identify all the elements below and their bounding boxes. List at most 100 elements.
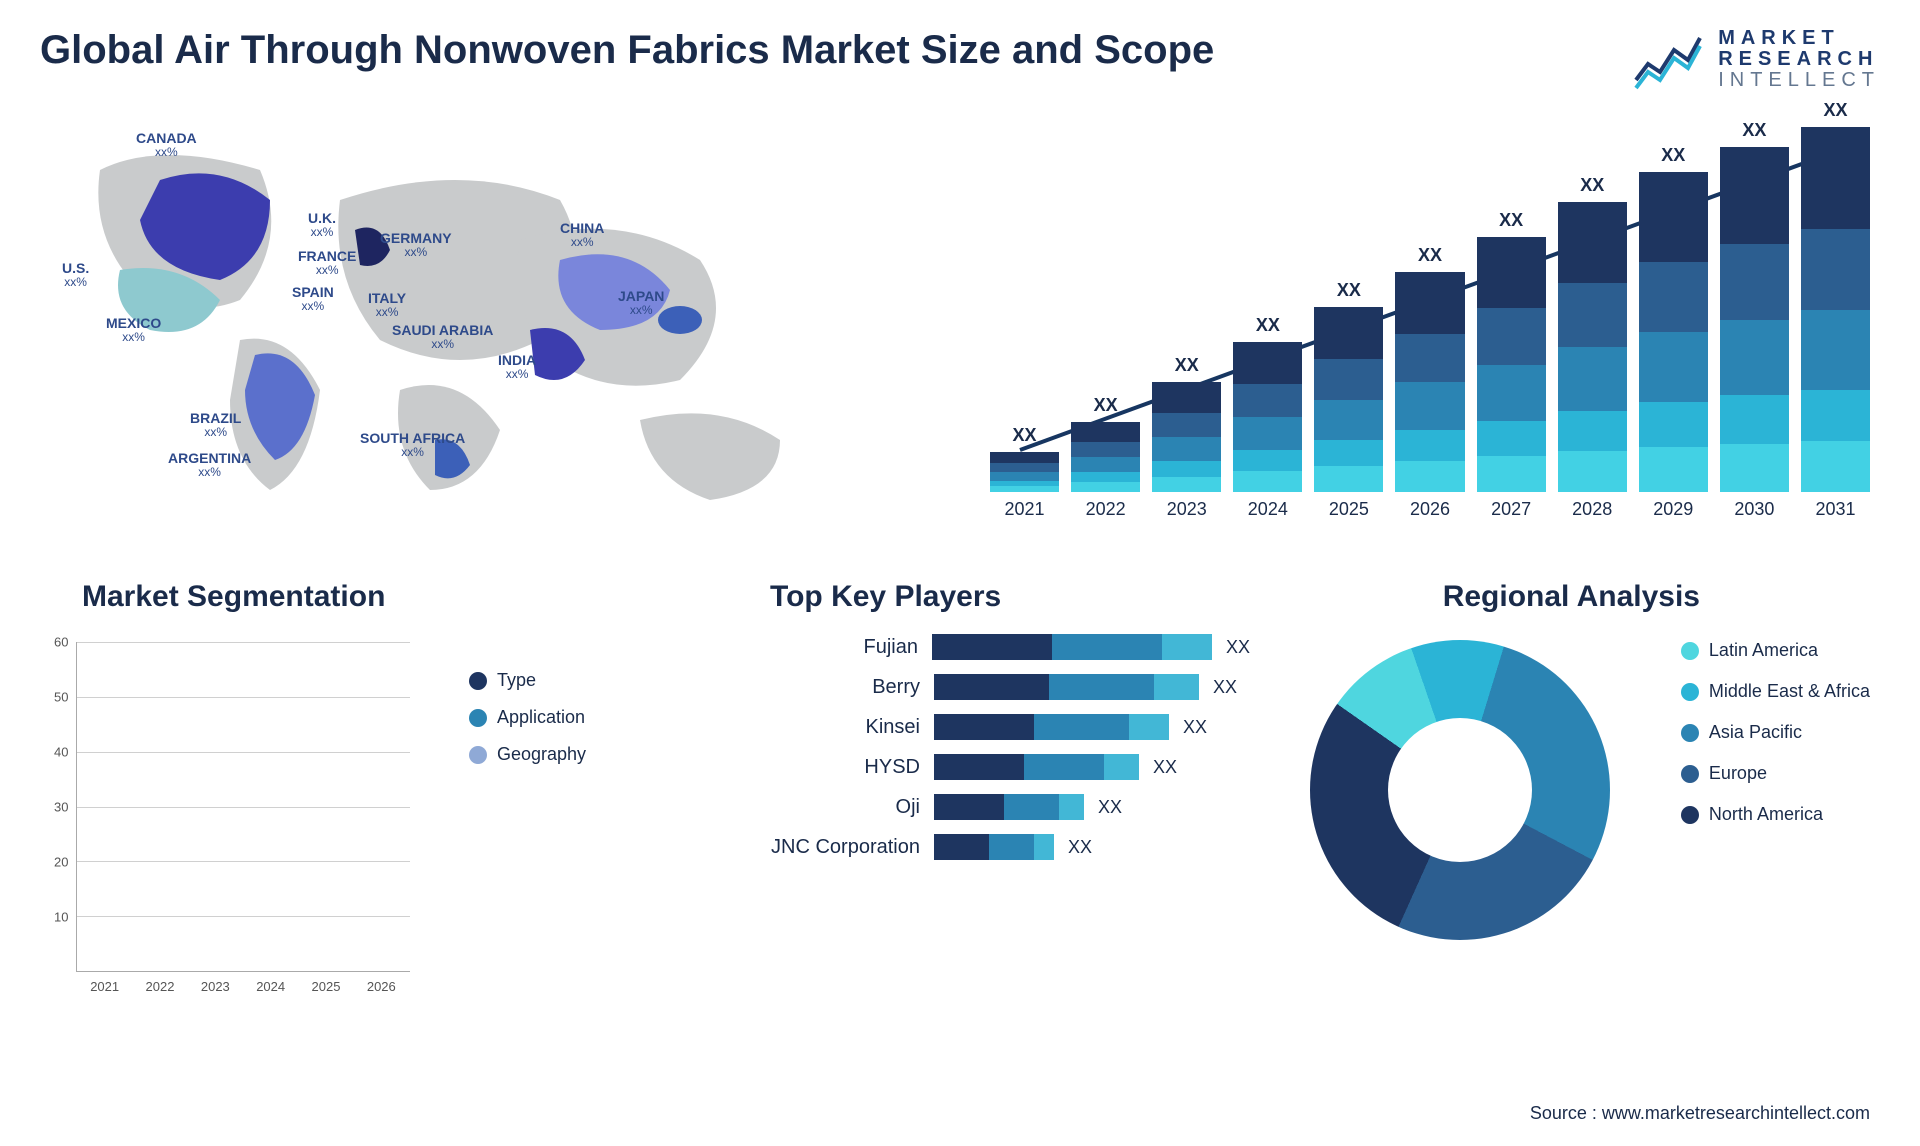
bar-value-label: XX [1661, 145, 1685, 166]
x-axis-label: 2024 [1233, 499, 1302, 520]
map-label: U.S.xx% [62, 260, 89, 290]
key-player-bar [934, 714, 1169, 740]
x-axis-label: 2022 [1071, 499, 1140, 520]
key-player-row: JNC Corporation XX [770, 834, 1250, 860]
legend-item: North America [1681, 804, 1870, 825]
map-label: JAPANxx% [618, 288, 664, 318]
y-tick: 50 [54, 690, 68, 705]
bar-value-label: XX [1013, 425, 1037, 446]
market-size-chart: XXXXXXXXXXXXXXXXXXXXXX 20212022202320242… [990, 140, 1870, 520]
map-label: BRAZILxx% [190, 410, 241, 440]
bar-col: XX [1395, 272, 1464, 492]
regional-legend: Latin America Middle East & Africa Asia Pa… [1681, 640, 1870, 825]
key-player-value: XX [1098, 797, 1122, 818]
legend-item: Middle East & Africa [1681, 681, 1870, 702]
y-tick: 20 [54, 855, 68, 870]
legend-item: Europe [1681, 763, 1870, 784]
map-label: SPAINxx% [292, 284, 334, 314]
legend-item: Geography [469, 744, 586, 765]
x-axis-label: 2021 [990, 499, 1059, 520]
bar-col: XX [1558, 202, 1627, 492]
key-player-bar [934, 794, 1084, 820]
map-label: SOUTH AFRICAxx% [360, 430, 465, 460]
y-tick: 30 [54, 800, 68, 815]
bar-value-label: XX [1580, 175, 1604, 196]
key-players-chart: FujianXXBerryXXKinseiXXHYSDXXOjiXXJNC Co… [770, 620, 1250, 1000]
x-axis-label: 2025 [1314, 499, 1383, 520]
x-axis-label: 2027 [1477, 499, 1546, 520]
bar-col: XX [1233, 342, 1302, 492]
map-label: MEXICOxx% [106, 315, 161, 345]
legend-item: Asia Pacific [1681, 722, 1870, 743]
key-player-value: XX [1183, 717, 1207, 738]
page-title: Global Air Through Nonwoven Fabrics Mark… [40, 28, 1214, 73]
map-label: GERMANYxx% [380, 230, 452, 260]
key-player-row: HYSD XX [770, 754, 1250, 780]
key-player-bar [934, 754, 1139, 780]
bar-value-label: XX [1094, 395, 1118, 416]
bar-col: XX [990, 452, 1059, 492]
logo-text-1: MARKET [1718, 28, 1880, 49]
x-axis-label: 2029 [1639, 499, 1708, 520]
regional-title: Regional Analysis [1443, 580, 1700, 614]
bar-value-label: XX [1256, 315, 1280, 336]
y-tick: 40 [54, 745, 68, 760]
segmentation-legend: Type Application Geography [469, 670, 586, 765]
key-player-value: XX [1226, 637, 1250, 658]
seg-x-label: 2021 [82, 979, 127, 994]
map-label: CANADAxx% [136, 130, 197, 160]
legend-item: Application [469, 707, 586, 728]
bar-value-label: XX [1418, 245, 1442, 266]
map-label: U.K.xx% [308, 210, 336, 240]
x-axis-label: 2026 [1395, 499, 1464, 520]
bar-col: XX [1152, 382, 1221, 492]
brand-logo: MARKET RESEARCH INTELLECT [1634, 28, 1880, 91]
source-attribution: Source : www.marketresearchintellect.com [1530, 1103, 1870, 1124]
legend-item: Type [469, 670, 586, 691]
x-axis-label: 2031 [1801, 499, 1870, 520]
regional-chart: Latin America Middle East & Africa Asia Pa… [1290, 620, 1870, 1000]
world-map: CANADAxx%U.S.xx%MEXICOxx%BRAZILxx%ARGENT… [40, 120, 920, 520]
bar-col: XX [1314, 307, 1383, 492]
key-player-name: JNC Corporation [770, 836, 920, 859]
map-label: INDIAxx% [498, 352, 536, 382]
bar-col: XX [1801, 127, 1870, 492]
segmentation-title: Market Segmentation [82, 580, 385, 614]
logo-text-3: INTELLECT [1718, 70, 1880, 91]
map-label: ITALYxx% [368, 290, 406, 320]
key-player-name: Fujian [770, 636, 918, 659]
key-player-bar [934, 834, 1054, 860]
bar-value-label: XX [1337, 280, 1361, 301]
seg-x-label: 2022 [137, 979, 182, 994]
bar-value-label: XX [1823, 100, 1847, 121]
key-player-bar [934, 674, 1199, 700]
x-axis-label: 2028 [1558, 499, 1627, 520]
bar-col: XX [1071, 422, 1140, 492]
key-player-value: XX [1153, 757, 1177, 778]
key-player-row: Oji XX [770, 794, 1250, 820]
key-player-bar [932, 634, 1212, 660]
seg-x-label: 2026 [359, 979, 404, 994]
key-player-value: XX [1213, 677, 1237, 698]
map-label: FRANCExx% [298, 248, 356, 278]
y-tick: 60 [54, 635, 68, 650]
key-player-name: Kinsei [770, 716, 920, 739]
key-player-row: Kinsei XX [770, 714, 1250, 740]
bar-col: XX [1477, 237, 1546, 492]
bar-value-label: XX [1499, 210, 1523, 231]
map-label: CHINAxx% [560, 220, 604, 250]
legend-item: Latin America [1681, 640, 1870, 661]
x-axis-label: 2023 [1152, 499, 1221, 520]
seg-x-label: 2025 [303, 979, 348, 994]
y-tick: 10 [54, 910, 68, 925]
bar-value-label: XX [1175, 355, 1199, 376]
seg-x-label: 2023 [193, 979, 238, 994]
key-player-row: Fujian XX [770, 634, 1250, 660]
bar-col: XX [1720, 147, 1789, 492]
logo-text-2: RESEARCH [1718, 49, 1880, 70]
segmentation-chart: 102030405060 202120222023202420252026 Ty… [30, 620, 530, 1000]
key-player-name: Oji [770, 796, 920, 819]
logo-icon [1634, 30, 1704, 90]
key-player-value: XX [1068, 837, 1092, 858]
key-player-name: HYSD [770, 756, 920, 779]
